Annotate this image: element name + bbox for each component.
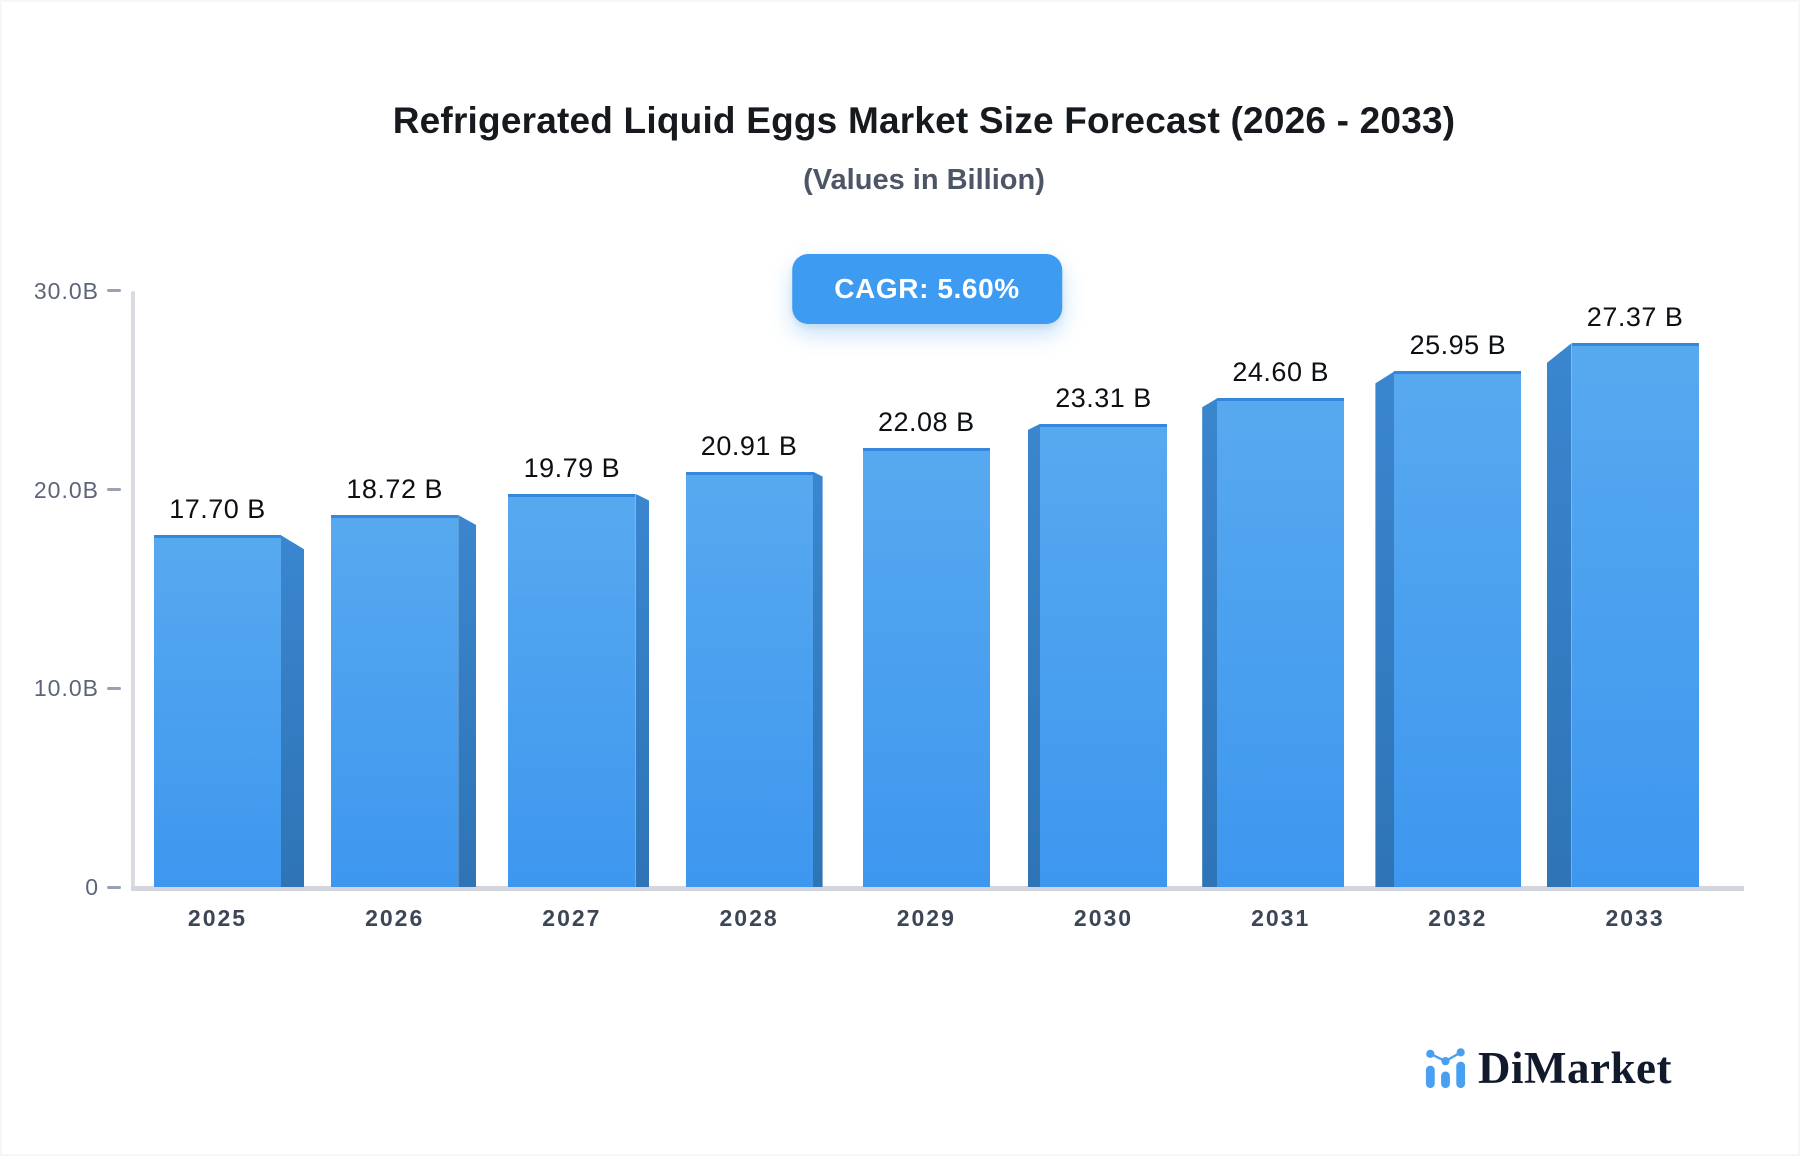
bar-value-label: 19.79 B: [523, 452, 621, 483]
bar-value-label: 18.72 B: [346, 474, 443, 505]
bar-side-face: [1028, 423, 1040, 887]
bar-side-face: [635, 493, 650, 887]
bar-2029[interactable]: [862, 448, 990, 887]
bar-value-label: 24.60 B: [1232, 357, 1329, 388]
bar-side-face: [1202, 398, 1218, 887]
y-axis-tick-mark: [107, 885, 121, 889]
bar-2028[interactable]: [685, 471, 813, 887]
y-axis-tick-label: 10.0B: [33, 675, 99, 702]
x-axis-label: 2028: [719, 905, 779, 931]
bar-side-face: [1546, 343, 1572, 887]
bar-side-face: [812, 471, 823, 887]
cagr-badge: CAGR: 5.60%: [792, 254, 1062, 324]
x-axis-label: 2026: [365, 905, 425, 931]
bar-value-label: 20.91 B: [700, 430, 798, 461]
y-axis-tick-mark: [107, 686, 121, 690]
bar-2026[interactable]: [331, 515, 459, 887]
x-axis-label: 2025: [187, 905, 248, 931]
bar-value-label: 25.95 B: [1409, 330, 1507, 361]
bar-2027[interactable]: [508, 493, 636, 887]
x-axis-label: 2033: [1605, 905, 1665, 931]
chart-subtitle: (Values in Billion): [803, 164, 1045, 196]
x-axis-label: 2030: [1073, 905, 1134, 931]
brand-logo: DiMarket: [1422, 1042, 1672, 1094]
chart-title: Refrigerated Liquid Eggs Market Size For…: [392, 100, 1456, 141]
bar-2033[interactable]: [1571, 343, 1699, 887]
bar-side-face: [281, 535, 304, 887]
bar-value-label: 22.08 B: [878, 407, 975, 438]
bar-value-label: 17.70 B: [169, 494, 266, 525]
bar-side-face: [1375, 371, 1395, 887]
x-axis-label: 2032: [1428, 905, 1488, 931]
y-axis-tick-label: 20.0B: [33, 476, 99, 503]
bar-value-label: 27.37 B: [1586, 302, 1684, 333]
bar-value-label: 23.31 B: [1055, 382, 1152, 413]
bar-line-chart-icon: [1425, 1047, 1466, 1088]
bar-2030[interactable]: [1040, 423, 1167, 887]
bar-side-face: [458, 515, 477, 887]
x-axis-line: [131, 886, 1744, 891]
y-axis-line: [131, 291, 135, 887]
y-axis-tick-label: 0: [85, 874, 99, 900]
brand-name: DiMarket: [1478, 1043, 1672, 1093]
x-axis-label: 2027: [542, 905, 602, 931]
x-axis-label: 2029: [896, 905, 956, 931]
bar-2031[interactable]: [1217, 398, 1345, 887]
y-axis-tick-mark: [107, 289, 121, 293]
bar-2025[interactable]: [154, 535, 281, 887]
y-axis-tick-mark: [107, 488, 121, 492]
bar-2032[interactable]: [1394, 371, 1522, 887]
x-axis-label: 2031: [1251, 905, 1311, 931]
y-axis-tick-label: 30.0B: [33, 277, 99, 304]
